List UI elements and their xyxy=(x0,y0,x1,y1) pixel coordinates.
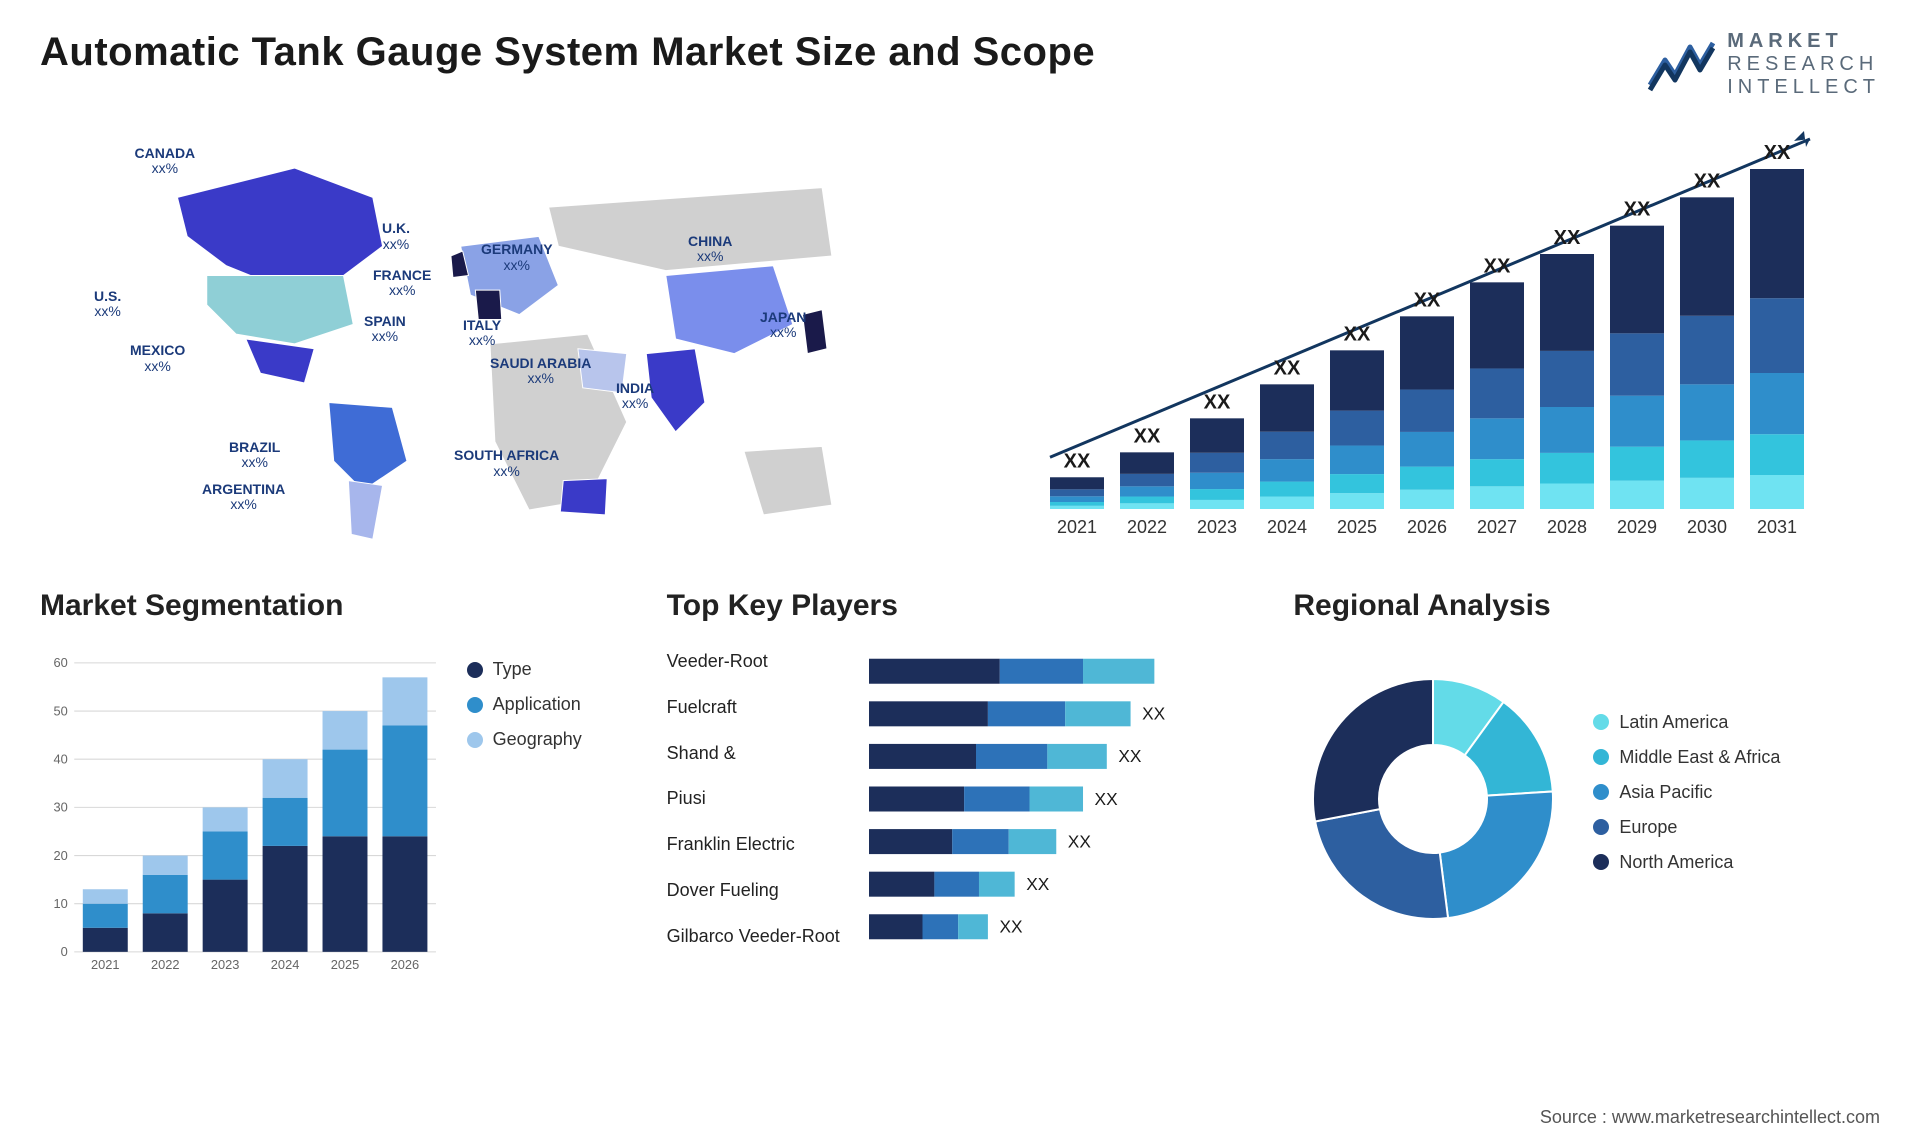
svg-text:XX: XX xyxy=(1274,357,1301,379)
legend-item: Middle East & Africa xyxy=(1593,747,1880,768)
map-label: GERMANYxx% xyxy=(481,242,553,273)
segmentation-title: Market Segmentation xyxy=(40,589,627,623)
players-labels: Veeder-Root Fuelcraft Shand & Piusi Franklin… xyxy=(667,639,857,959)
svg-text:XX: XX xyxy=(1067,831,1091,851)
map-label: U.S.xx% xyxy=(94,289,121,320)
svg-text:XX: XX xyxy=(1484,255,1511,277)
svg-text:2027: 2027 xyxy=(1477,517,1517,537)
map-label: INDIAxx% xyxy=(616,381,654,412)
segmentation-legend: Type Application Geography xyxy=(467,639,627,976)
svg-text:2031: 2031 xyxy=(1757,517,1797,537)
players-panel: Top Key Players Veeder-Root Fuelcraft Shan… xyxy=(667,589,1254,959)
svg-text:2026: 2026 xyxy=(391,957,420,972)
logo-icon xyxy=(1645,35,1715,95)
svg-text:30: 30 xyxy=(54,800,68,815)
player-name: Fuelcraft xyxy=(667,697,857,718)
map-label: SOUTH AFRICAxx% xyxy=(454,448,559,479)
map-label: U.K.xx% xyxy=(382,221,410,252)
svg-text:2024: 2024 xyxy=(1267,517,1307,537)
source-text: Source : www.marketresearchintellect.com xyxy=(1540,1107,1880,1128)
svg-text:XX: XX xyxy=(999,917,1023,937)
svg-text:2022: 2022 xyxy=(151,957,180,972)
map-label: CANADAxx% xyxy=(135,146,196,177)
legend-item: Europe xyxy=(1593,817,1880,838)
svg-text:XX: XX xyxy=(1624,199,1651,221)
svg-text:2026: 2026 xyxy=(1407,517,1447,537)
svg-text:40: 40 xyxy=(54,751,68,766)
svg-text:XX: XX xyxy=(1134,425,1161,447)
svg-text:2023: 2023 xyxy=(211,957,240,972)
svg-text:2025: 2025 xyxy=(331,957,360,972)
brand-logo: MARKET RESEARCH INTELLECT xyxy=(1645,30,1880,99)
svg-text:50: 50 xyxy=(54,703,68,718)
svg-text:10: 10 xyxy=(54,896,68,911)
segmentation-panel: Market Segmentation 01020304050602021202… xyxy=(40,589,627,959)
growth-bar-chart: XX 2021 XX 2022 XX 2023 XX 2024 XX 2025 XX 2026 XX 20… xyxy=(980,129,1880,549)
svg-text:XX: XX xyxy=(1204,391,1231,413)
svg-text:0: 0 xyxy=(61,944,68,959)
legend-item: Asia Pacific xyxy=(1593,782,1880,803)
svg-text:2030: 2030 xyxy=(1687,517,1727,537)
map-label: ARGENTINAxx% xyxy=(202,482,285,513)
growth-chart-panel: XX 2021 XX 2022 XX 2023 XX 2024 XX 2025 XX 2026 XX 20… xyxy=(980,129,1880,549)
svg-text:XX: XX xyxy=(1142,704,1166,724)
regional-panel: Regional Analysis Latin America Middle Ea… xyxy=(1293,589,1880,959)
page-title: Automatic Tank Gauge System Market Size … xyxy=(40,30,1095,75)
bottom-row: Market Segmentation 01020304050602021202… xyxy=(40,589,1880,959)
map-label: SAUDI ARABIAxx% xyxy=(490,356,591,387)
player-name: Piusi xyxy=(667,788,857,809)
svg-text:20: 20 xyxy=(54,848,68,863)
svg-text:2025: 2025 xyxy=(1337,517,1377,537)
regional-legend: Latin America Middle East & Africa Asia Pa… xyxy=(1593,712,1880,887)
logo-text: MARKET RESEARCH INTELLECT xyxy=(1727,30,1880,99)
legend-item: Geography xyxy=(467,729,627,750)
map-panel: CANADAxx% U.S.xx% MEXICOxx% BRAZILxx% ARGENT… xyxy=(40,129,940,549)
svg-text:60: 60 xyxy=(54,655,68,670)
map-label: JAPANxx% xyxy=(760,310,806,341)
svg-text:2028: 2028 xyxy=(1547,517,1587,537)
svg-text:XX: XX xyxy=(1554,227,1581,249)
regional-donut-chart xyxy=(1293,659,1573,939)
player-name: Gilbarco Veeder-Root xyxy=(667,926,857,947)
segmentation-bar-chart: 0 10 20 30 40 50 60 2021 2022 2023 2024 2025 2026 xyxy=(40,639,447,976)
svg-text:2023: 2023 xyxy=(1197,517,1237,537)
svg-text:2021: 2021 xyxy=(1057,517,1097,537)
svg-text:XX: XX xyxy=(1026,874,1050,894)
map-label: CHINAxx% xyxy=(688,234,732,265)
svg-text:2021: 2021 xyxy=(91,957,120,972)
svg-text:XX: XX xyxy=(1064,450,1091,472)
map-label: SPAINxx% xyxy=(364,314,406,345)
header: Automatic Tank Gauge System Market Size … xyxy=(40,30,1880,99)
svg-text:2024: 2024 xyxy=(271,957,300,972)
svg-text:2029: 2029 xyxy=(1617,517,1657,537)
svg-text:XX: XX xyxy=(1118,746,1142,766)
legend-item: Application xyxy=(467,694,627,715)
svg-text:XX: XX xyxy=(1344,323,1371,345)
map-label: ITALYxx% xyxy=(463,318,501,349)
svg-text:XX: XX xyxy=(1694,170,1721,192)
svg-text:XX: XX xyxy=(1094,789,1118,809)
top-row: CANADAxx% U.S.xx% MEXICOxx% BRAZILxx% ARGENT… xyxy=(40,129,1880,549)
players-bar-chart: XX XX XX XX XX XX xyxy=(869,639,1254,959)
player-name: Franklin Electric xyxy=(667,834,857,855)
player-name: Shand & xyxy=(667,743,857,764)
legend-item: North America xyxy=(1593,852,1880,873)
legend-item: Type xyxy=(467,659,627,680)
svg-text:XX: XX xyxy=(1764,142,1791,164)
player-name: Dover Fueling xyxy=(667,880,857,901)
legend-item: Latin America xyxy=(1593,712,1880,733)
player-name: Veeder-Root xyxy=(667,651,857,672)
map-label: MEXICOxx% xyxy=(130,343,185,374)
regional-title: Regional Analysis xyxy=(1293,589,1880,623)
map-label: FRANCExx% xyxy=(373,268,431,299)
svg-text:2022: 2022 xyxy=(1127,517,1167,537)
players-title: Top Key Players xyxy=(667,589,1254,623)
map-label: BRAZILxx% xyxy=(229,440,280,471)
svg-text:XX: XX xyxy=(1414,289,1441,311)
